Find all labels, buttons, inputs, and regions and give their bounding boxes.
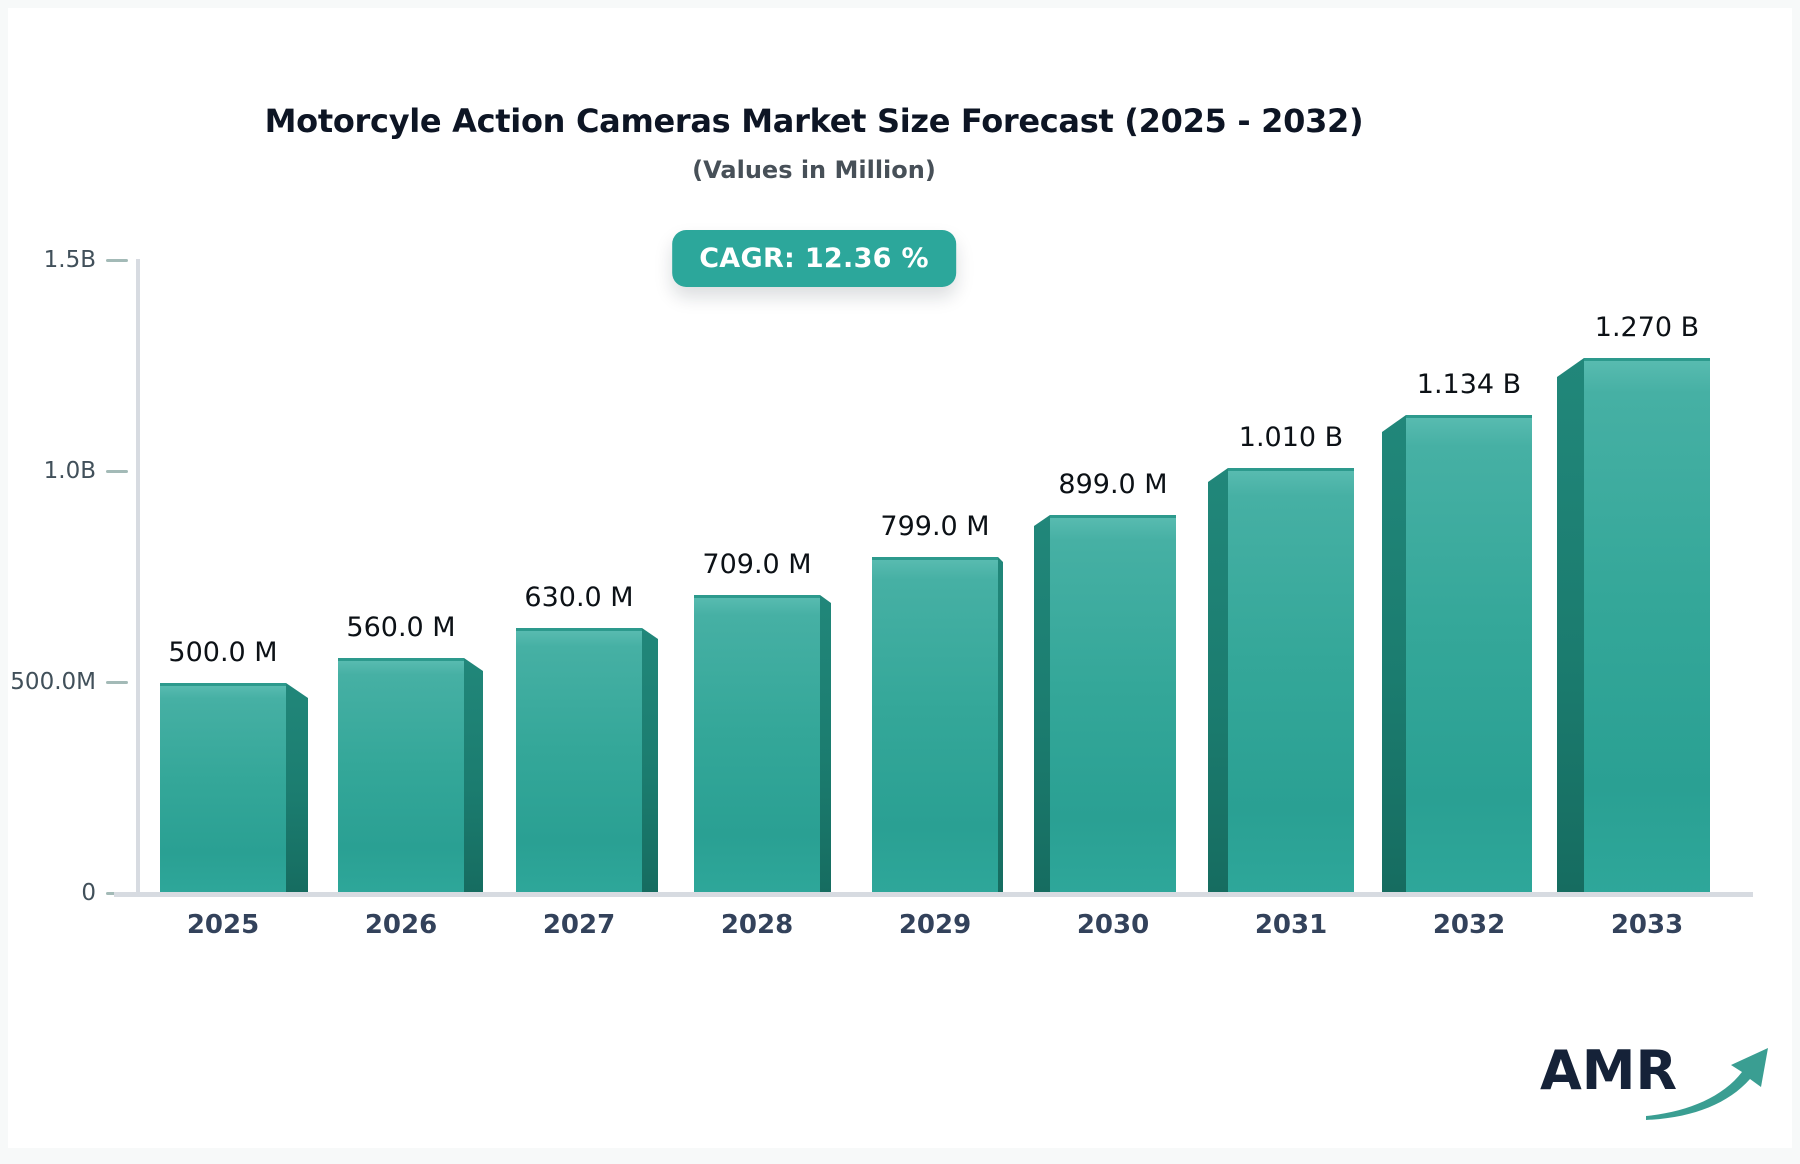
bar-value-label: 1.010 B xyxy=(1238,422,1344,453)
y-tick-label: 0 xyxy=(81,880,96,906)
bar-face xyxy=(1584,358,1710,894)
bar-group-2027 xyxy=(516,628,658,894)
y-axis-line xyxy=(136,259,140,897)
bar-value-label: 709.0 M xyxy=(702,549,812,580)
bar-face xyxy=(872,557,998,894)
x-axis-label: 2033 xyxy=(1610,910,1684,940)
y-tick-label: 500.0M xyxy=(10,669,96,695)
bar-group-2033 xyxy=(1557,358,1710,894)
bar-face xyxy=(1228,468,1354,894)
bar-value-label: 1.270 B xyxy=(1594,312,1700,343)
bar-group-2028 xyxy=(694,595,831,894)
bar-value-label: 1.134 B xyxy=(1416,369,1522,400)
bar-side-face xyxy=(998,557,1003,894)
y-tick-dash xyxy=(106,470,128,473)
bar-group-2025 xyxy=(160,683,308,894)
bar-face xyxy=(1050,515,1176,894)
x-axis-label: 2032 xyxy=(1432,910,1506,940)
x-axis-label: 2031 xyxy=(1254,910,1328,940)
bar-face xyxy=(516,628,642,894)
bar-value-label: 799.0 M xyxy=(880,511,990,542)
bar-face xyxy=(694,595,820,894)
bar-face xyxy=(1406,415,1532,894)
bar-value-label: 500.0 M xyxy=(168,637,278,668)
bar-group-2029 xyxy=(872,557,1003,894)
bar-value-label: 560.0 M xyxy=(346,612,456,643)
bar-side-face xyxy=(1382,415,1406,894)
bar-face xyxy=(160,683,286,894)
y-tick-dash xyxy=(106,681,128,684)
chart-title: Motorcyle Action Cameras Market Size For… xyxy=(264,102,1364,140)
x-axis-label: 2029 xyxy=(898,910,972,940)
bar-side-face xyxy=(642,628,658,894)
bar-side-face xyxy=(1034,515,1050,894)
amr-logo: AMR xyxy=(1540,1038,1770,1128)
plot-area: 1.5B 1.0B 500.0M 0 500.0 M 2025 560.0 M 2026 630… xyxy=(8,8,1800,1164)
amr-logo-text: AMR xyxy=(1540,1039,1678,1102)
bar-side-face xyxy=(820,595,831,894)
y-tick-label: 1.0B xyxy=(43,458,96,484)
x-axis-line xyxy=(114,892,1753,897)
chart-card: Motorcyle Action Cameras Market Size For… xyxy=(8,8,1792,1148)
x-axis-label: 2025 xyxy=(186,910,260,940)
bar-value-label: 899.0 M xyxy=(1058,469,1168,500)
x-axis-label: 2030 xyxy=(1076,910,1150,940)
bar-group-2026 xyxy=(338,658,483,894)
amr-logo-arrow-icon xyxy=(1646,1048,1768,1120)
bar-face xyxy=(338,658,464,894)
y-tick-label: 1.5B xyxy=(43,247,96,273)
bar-group-2030 xyxy=(1034,515,1176,894)
cagr-badge: CAGR: 12.36 % xyxy=(672,230,956,287)
x-axis-label: 2026 xyxy=(364,910,438,940)
bar-group-2031 xyxy=(1208,468,1354,894)
bar-side-face xyxy=(1557,358,1584,894)
y-tick-dash xyxy=(106,259,128,262)
bar-group-2032 xyxy=(1382,415,1532,894)
x-axis-label: 2027 xyxy=(542,910,616,940)
x-axis-label: 2028 xyxy=(720,910,794,940)
bar-side-face xyxy=(464,658,483,894)
bar-side-face xyxy=(286,683,308,894)
chart-subtitle: (Values in Million) xyxy=(692,156,936,184)
bar-side-face xyxy=(1208,468,1228,894)
bar-value-label: 630.0 M xyxy=(524,582,634,613)
